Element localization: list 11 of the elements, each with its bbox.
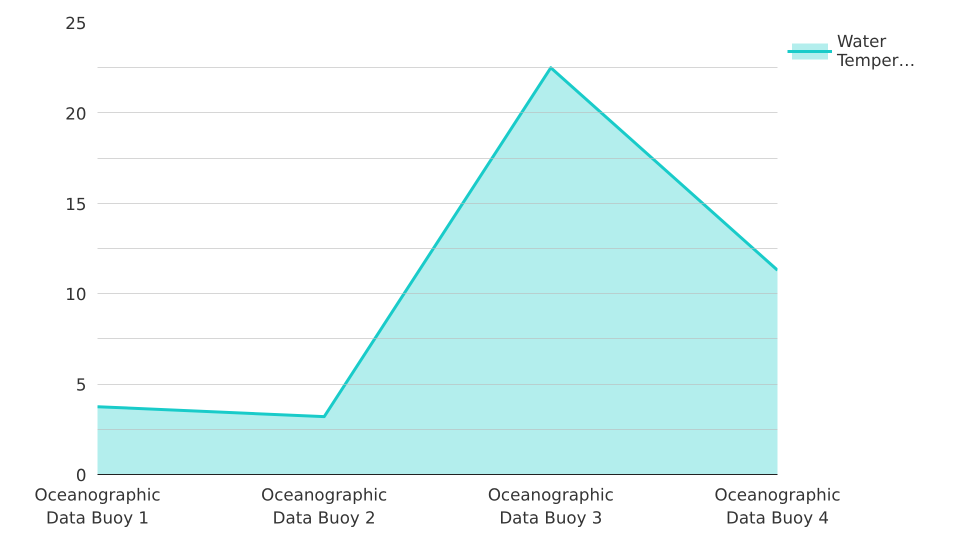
y-tick-label: 0 (76, 466, 87, 485)
x-tick-label: Oceanographic Data Buoy 1 (34, 486, 161, 528)
legend-label: Water Temper… (837, 32, 916, 70)
x-tick-label: Oceanographic Data Buoy 3 (488, 486, 614, 528)
x-tick-label: Oceanographic Data Buoy 2 (261, 486, 388, 528)
y-tick-label: 20 (65, 104, 87, 124)
y-tick-label: 10 (65, 285, 87, 304)
y-tick-label: 25 (65, 14, 87, 33)
y-tick-label: 5 (76, 376, 87, 395)
y-tick-label: 15 (65, 194, 87, 214)
x-tick-label: Oceanographic Data Buoy 4 (714, 486, 841, 528)
